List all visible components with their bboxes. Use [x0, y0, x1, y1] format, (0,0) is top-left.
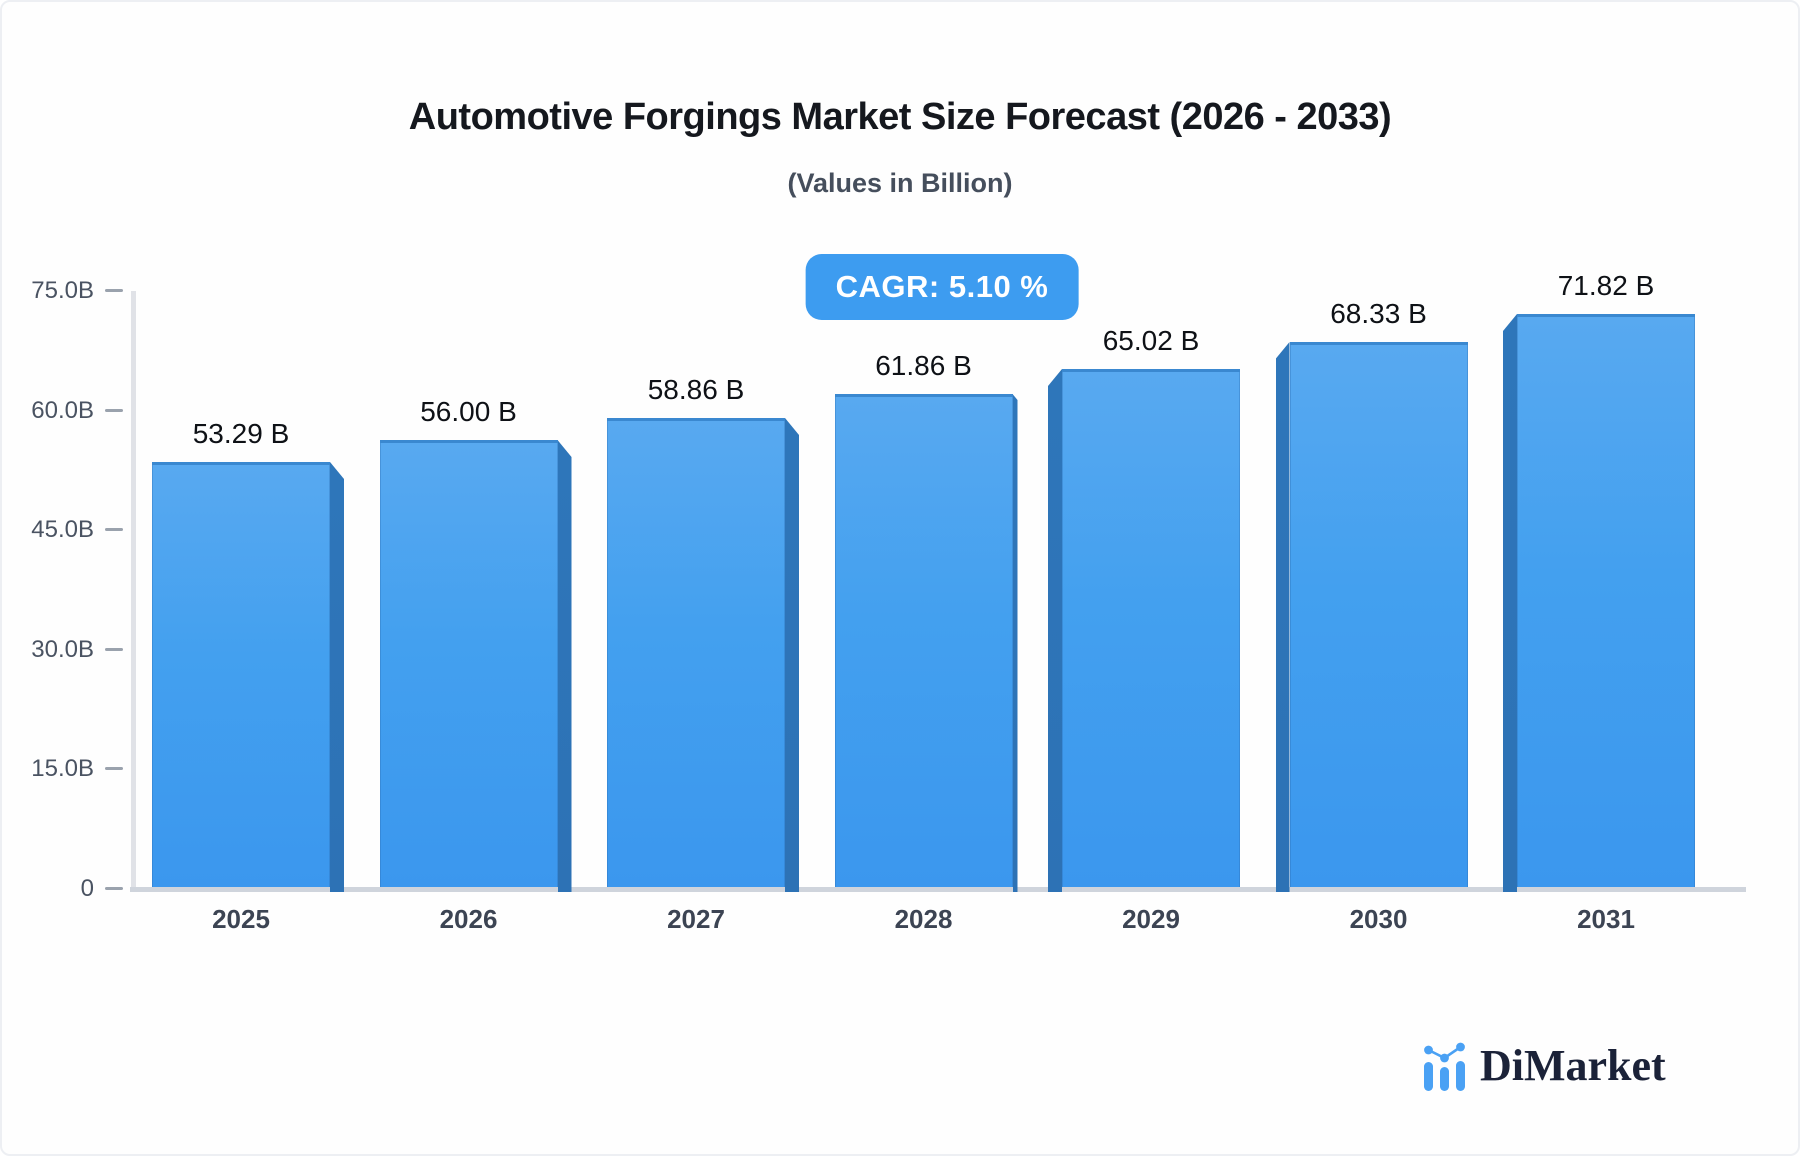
chart-subtitle: (Values in Billion)	[787, 168, 1013, 198]
x-axis-tick-label: 2030	[1349, 904, 1408, 934]
chart-title: Automotive Forgings Market Size Forecast…	[408, 96, 1392, 138]
y-axis-tick-mark	[105, 648, 123, 651]
bar-side-face	[1275, 342, 1290, 892]
bar-value-label: 53.29 B	[192, 418, 290, 449]
bar-2031	[1517, 314, 1695, 887]
bar-2025	[152, 462, 330, 887]
y-axis-tick-label: 30.0B	[31, 636, 94, 663]
bar-2026	[379, 440, 558, 887]
y-axis-tick-label: 60.0B	[31, 397, 94, 424]
bar-side-face	[1048, 369, 1062, 892]
y-axis-tick-mark	[105, 289, 123, 292]
bar-value-label: 71.82 B	[1557, 270, 1655, 301]
y-axis-tick-label: 45.0B	[31, 516, 94, 543]
x-axis-tick-label: 2031	[1577, 904, 1635, 934]
y-axis-tick-label: 0	[80, 875, 94, 902]
y-axis-tick-mark	[105, 409, 123, 412]
x-axis-tick-label: 2026	[439, 904, 498, 934]
x-axis-baseline	[130, 887, 1746, 892]
x-axis-tick-label: 2027	[667, 904, 725, 934]
logo-text: DiMarket	[1480, 1041, 1666, 1090]
bar-side-face	[330, 462, 344, 892]
bar-side-face	[557, 440, 572, 892]
cagr-badge: CAGR: 5.10 %	[805, 254, 1079, 320]
bar-value-label: 56.00 B	[420, 396, 517, 427]
bar-2029	[1062, 369, 1240, 887]
y-axis-tick-label: 15.0B	[31, 755, 94, 782]
bar-side-face	[1503, 314, 1517, 892]
bar-value-label: 65.02 B	[1102, 325, 1200, 356]
bar-2030	[1289, 342, 1468, 887]
y-axis-tick-mark	[105, 887, 123, 890]
bar-value-label: 61.86 B	[875, 350, 972, 381]
bar-value-label: 58.86 B	[647, 374, 745, 405]
y-axis-tick-label: 75.0B	[31, 277, 94, 304]
bar-side-face	[785, 418, 799, 892]
y-axis-tick-mark	[105, 767, 123, 770]
bar-value-label: 68.33 B	[1330, 298, 1427, 329]
x-axis-tick-label: 2029	[1122, 904, 1180, 934]
y-axis-tick-mark	[105, 528, 123, 531]
mini-bar-chart-icon	[1422, 1041, 1468, 1091]
logo: DiMarket	[1422, 1038, 1666, 1094]
x-axis-tick-label: 2025	[212, 904, 270, 934]
bar-2028	[834, 394, 1013, 887]
x-axis-tick-label: 2028	[894, 904, 953, 934]
y-axis-line	[131, 291, 136, 892]
bar-2027	[607, 418, 785, 887]
bar-side-face	[1012, 394, 1018, 892]
